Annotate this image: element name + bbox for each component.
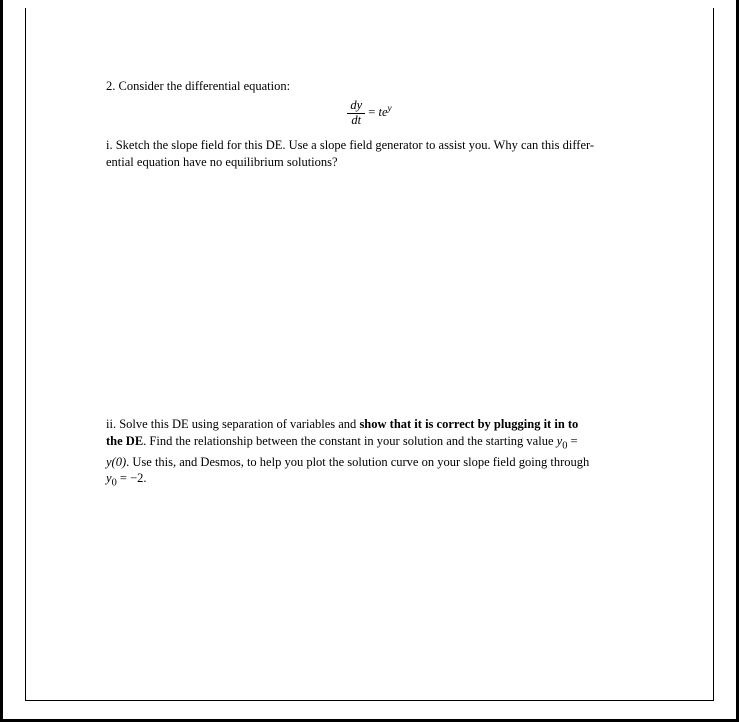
fraction-numerator: dy (347, 99, 365, 114)
equation-block: dy dt = tey (106, 99, 633, 128)
part-ii-l3b: . Use this, and Desmos, to help you plot… (126, 455, 589, 469)
part-ii-l2b: . Find the relationship between the cons… (143, 434, 556, 448)
document-page: 2. Consider the differential equation: d… (25, 8, 714, 701)
rhs-base: te (378, 105, 387, 119)
part-ii-l3a: y(0) (106, 455, 126, 469)
part-ii-l4b: = −2. (117, 471, 147, 485)
question-intro-text: Consider the differential equation: (119, 79, 291, 93)
document-outer-frame: 2. Consider the differential equation: d… (0, 0, 739, 722)
part-ii: ii. Solve this DE using separation of va… (106, 416, 633, 491)
fraction-denominator: dt (347, 114, 365, 128)
part-ii-l2a: the DE (106, 434, 143, 448)
part-i: i. Sketch the slope field for this DE. U… (106, 137, 633, 171)
part-i-line2: ential equation have no equilibrium solu… (106, 155, 338, 169)
part-ii-l1b: show that it is correct by plugging it i… (359, 417, 578, 431)
equals-sign: = (365, 105, 378, 119)
question-number: 2. (106, 79, 119, 93)
workspace-gap-i (106, 171, 633, 416)
part-ii-eq1: = (567, 434, 577, 448)
rhs-superscript: y (388, 104, 392, 114)
part-i-line1: i. Sketch the slope field for this DE. U… (106, 138, 594, 152)
part-ii-l1a: ii. Solve this DE using separation of va… (106, 417, 359, 431)
fraction: dy dt (347, 99, 365, 128)
question-2-intro: 2. Consider the differential equation: (106, 78, 633, 95)
